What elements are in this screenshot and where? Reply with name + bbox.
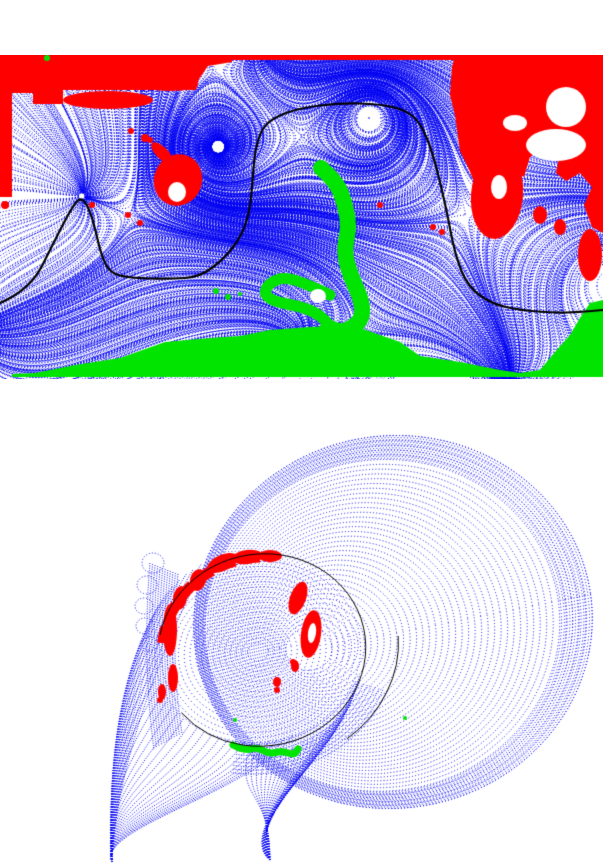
parameter-plane-streamline-canvas [0,55,603,379]
surface-3d-streamline-canvas [0,430,603,867]
panel-3d-surface [0,430,603,867]
panel-parameter-plane [0,55,603,379]
